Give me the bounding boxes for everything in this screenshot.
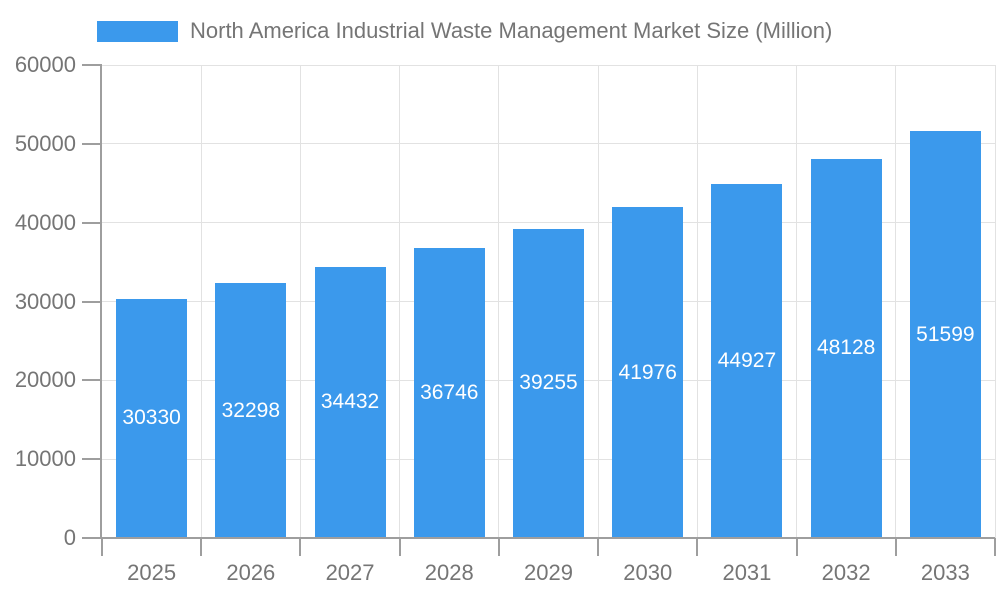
x-axis-tick <box>299 538 302 556</box>
x-axis-tick <box>994 538 996 556</box>
gridline-vertical <box>895 65 897 538</box>
bar[interactable] <box>909 131 981 538</box>
y-axis-label: 30000 <box>14 288 76 314</box>
x-axis-label: 2025 <box>127 560 177 585</box>
bar[interactable] <box>116 298 188 538</box>
y-axis-label: 40000 <box>14 209 76 235</box>
gridline-horizontal <box>102 222 995 224</box>
x-axis-tick <box>398 538 401 556</box>
gridline-vertical <box>299 65 301 538</box>
bar-value-label: 44927 <box>717 348 777 372</box>
y-axis-tick <box>82 300 102 303</box>
x-axis-tick <box>497 538 500 556</box>
bar[interactable] <box>413 248 485 538</box>
bar[interactable] <box>612 207 684 538</box>
x-axis-label: 2033 <box>920 560 970 585</box>
x-axis-tick <box>696 538 699 556</box>
y-axis-label: 10000 <box>14 446 76 472</box>
y-axis-label: 20000 <box>14 367 76 393</box>
x-axis-tick <box>894 538 897 556</box>
y-axis-label: 0 <box>63 525 76 550</box>
gridline-vertical <box>796 65 798 538</box>
x-axis-label: 2030 <box>623 560 673 585</box>
gridline-vertical <box>994 65 996 538</box>
y-axis-tick <box>82 379 102 382</box>
y-axis-tick <box>82 221 102 224</box>
x-axis-tick <box>101 538 103 556</box>
legend-label: North America Industrial Waste Managemen… <box>190 18 833 43</box>
y-axis-tick <box>82 458 102 461</box>
y-axis-tick <box>82 142 102 145</box>
legend-item[interactable]: North America Industrial Waste Managemen… <box>97 18 832 44</box>
x-axis-label: 2027 <box>325 560 375 585</box>
y-axis-label: 60000 <box>14 52 76 77</box>
gridline-vertical <box>696 65 698 538</box>
x-axis-tick <box>200 538 203 556</box>
bar[interactable] <box>314 266 386 538</box>
bar-value-label: 32298 <box>221 398 281 422</box>
bar[interactable] <box>810 158 882 538</box>
x-axis-line <box>82 537 995 539</box>
bar-value-label: 48128 <box>816 336 876 360</box>
x-axis-label: 2032 <box>821 560 871 585</box>
gridline-vertical <box>200 65 202 538</box>
gridline-vertical <box>597 65 599 538</box>
bar-value-label: 30330 <box>122 406 181 430</box>
bar[interactable] <box>215 283 287 538</box>
gridline-horizontal <box>102 64 995 66</box>
x-axis-label: 2031 <box>722 560 772 585</box>
gridline-vertical <box>399 65 401 538</box>
bar-value-label: 39255 <box>519 371 578 395</box>
gridline-horizontal <box>102 143 995 145</box>
x-axis-label: 2029 <box>524 560 573 585</box>
legend-swatch-icon <box>97 20 178 42</box>
bar-value-label: 41976 <box>618 360 677 384</box>
bar-value-label: 51599 <box>916 322 975 346</box>
x-axis-tick <box>597 538 600 556</box>
y-axis-tick <box>82 64 102 66</box>
x-axis-label: 2026 <box>226 560 276 585</box>
x-axis-label: 2028 <box>424 560 474 585</box>
x-axis-tick <box>795 538 798 556</box>
y-axis-label: 50000 <box>14 130 76 156</box>
y-axis-line <box>100 65 102 538</box>
bar[interactable] <box>513 228 584 538</box>
bar-value-label: 36746 <box>420 381 479 405</box>
bar-value-label: 34432 <box>320 390 380 414</box>
bar[interactable] <box>711 183 783 538</box>
gridline-vertical <box>498 65 500 538</box>
